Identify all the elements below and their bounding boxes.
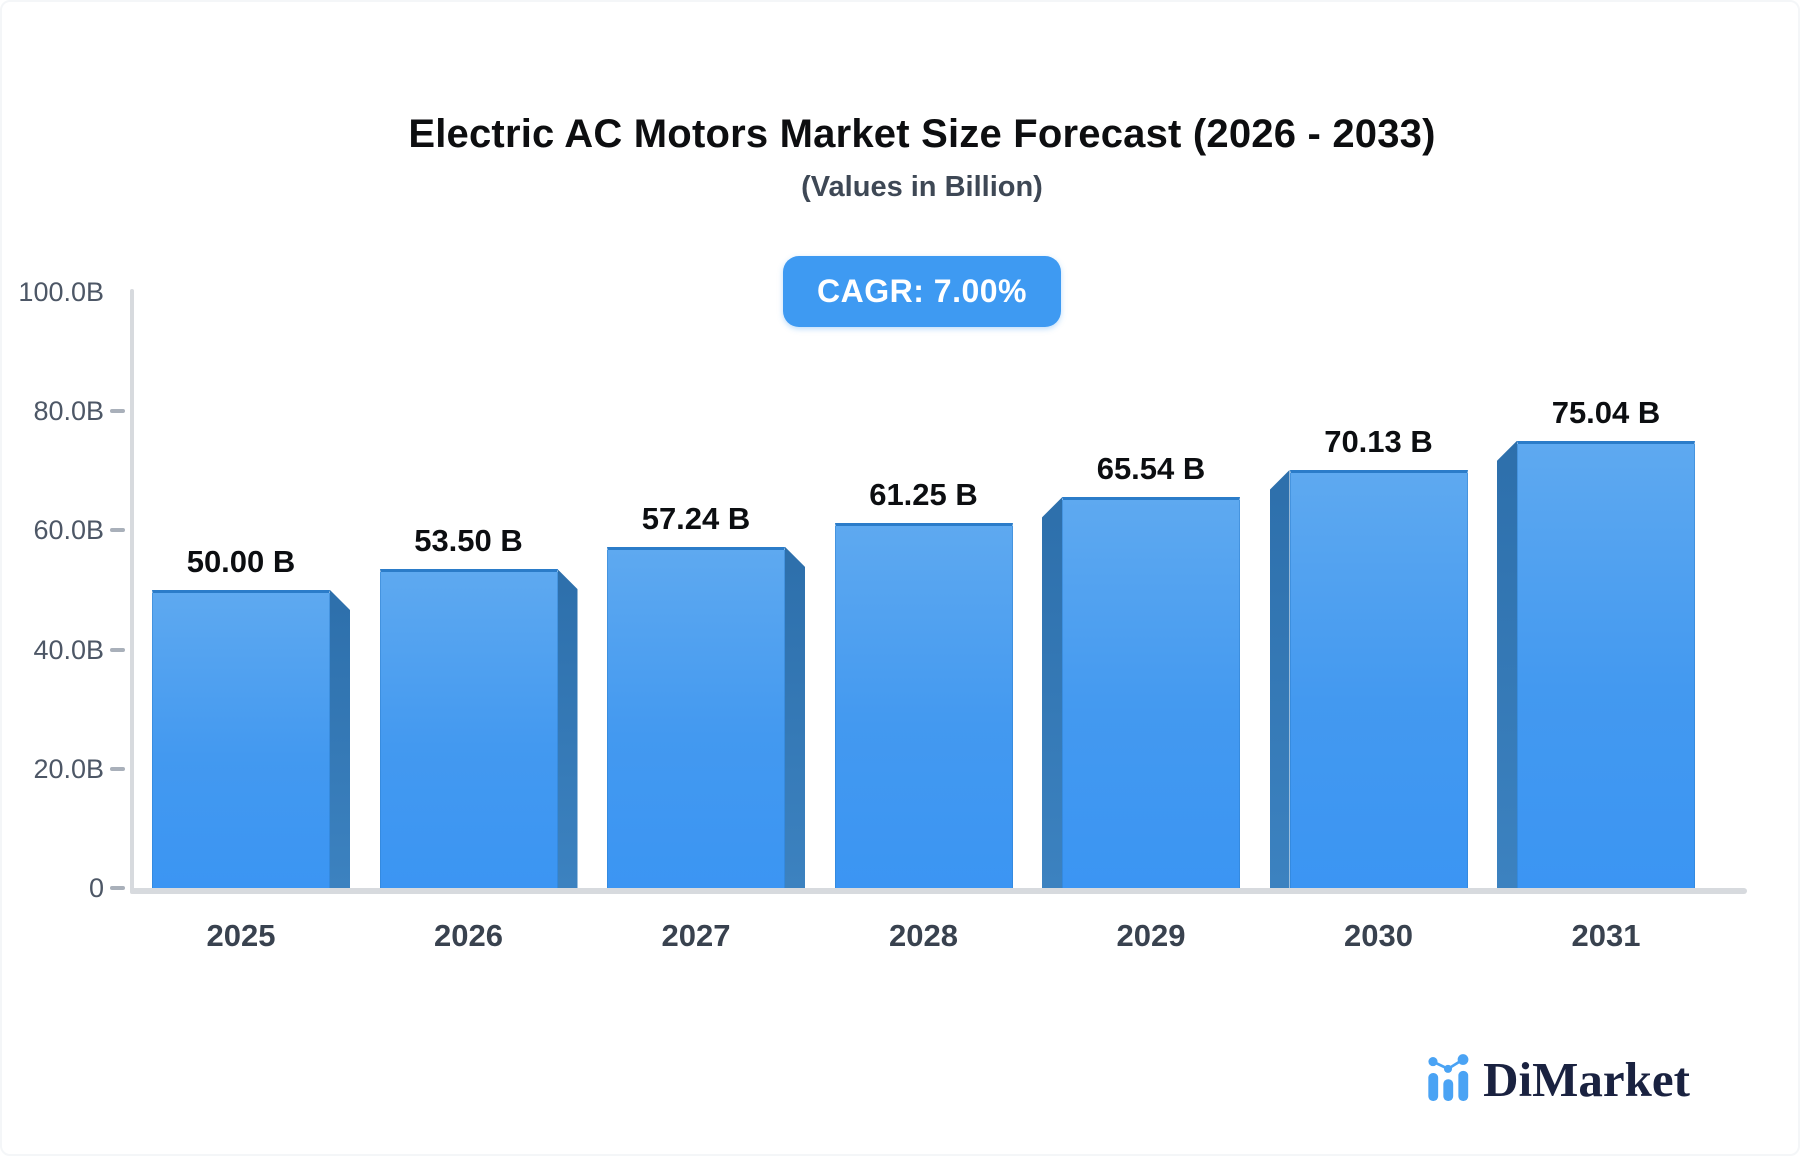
bar-3d-side <box>1269 470 1290 888</box>
cagr-badge-wrap: CAGR: 7.00% <box>42 256 1798 327</box>
chart-header: Electric AC Motors Market Size Forecast … <box>42 2 1798 204</box>
x-axis-label: 2028 <box>889 918 958 953</box>
cagr-badge: CAGR: 7.00% <box>783 256 1061 327</box>
y-axis-tick-label: 0 <box>88 873 104 903</box>
bar-3d-side <box>1042 497 1062 888</box>
bar-2028[interactable] <box>834 522 1013 888</box>
bar-3d-side <box>557 569 578 888</box>
bar-2030[interactable] <box>1289 470 1468 888</box>
x-axis-label: 2030 <box>1344 918 1413 953</box>
bar-2026[interactable] <box>379 569 558 888</box>
x-axis-label: 2026 <box>434 918 503 953</box>
x-axis-label: 2027 <box>661 918 731 953</box>
y-axis-tick-mark <box>110 766 125 771</box>
y-axis-tick-mark <box>110 886 125 890</box>
x-axis-label: 2025 <box>206 918 276 953</box>
bar-value-label: 50.00 B <box>186 544 296 579</box>
y-axis-line <box>130 289 134 894</box>
bar-value-label: 75.04 B <box>1551 394 1661 430</box>
bar-value-label: 61.25 B <box>869 476 978 512</box>
bar-value-label: 65.54 B <box>1096 451 1206 487</box>
chart-subtitle: (Values in Billion) <box>801 171 1043 203</box>
dimarket-logo: DiMarket <box>1427 1044 1690 1107</box>
chart-title: Electric AC Motors Market Size Forecast … <box>408 112 1436 156</box>
y-axis-tick-label: 80.0B <box>33 396 104 427</box>
bar-chart-logo-icon <box>1428 1054 1469 1101</box>
bar-2029[interactable] <box>1062 497 1240 888</box>
bar-value-label: 57.24 B <box>641 500 751 536</box>
bar-3d-side <box>1497 440 1517 888</box>
bar-2031[interactable] <box>1517 440 1695 888</box>
y-axis-tick-mark <box>110 528 125 533</box>
logo-text: DiMarket <box>1483 1052 1690 1107</box>
y-axis-tick-mark <box>110 647 125 652</box>
bar-value-label: 53.50 B <box>414 523 523 559</box>
x-axis-baseline <box>130 888 1747 894</box>
y-axis-tick-label: 20.0B <box>33 753 104 784</box>
y-axis-tick-mark <box>110 409 125 414</box>
bar-3d-side <box>785 546 805 888</box>
y-axis-tick-label: 100.0B <box>18 277 104 307</box>
bar-3d-side <box>330 590 350 888</box>
bar-2025[interactable] <box>152 590 330 888</box>
bar-2027[interactable] <box>607 546 785 888</box>
bar-value-label: 70.13 B <box>1324 424 1433 460</box>
x-axis-label: 2031 <box>1571 918 1641 953</box>
y-axis-tick-label: 60.0B <box>33 515 104 546</box>
y-axis-tick-label: 40.0B <box>33 634 104 665</box>
x-axis-label: 2029 <box>1116 918 1186 953</box>
